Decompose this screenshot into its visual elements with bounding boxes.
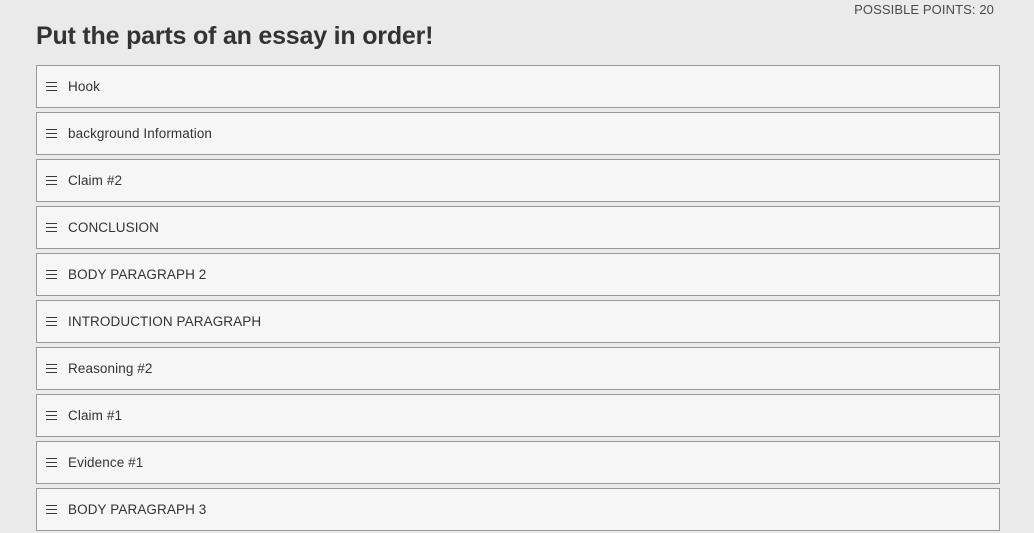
list-item-1[interactable]: Hook xyxy=(36,65,1000,108)
list-item-5[interactable]: BODY PARAGRAPH 2 xyxy=(36,253,1000,296)
list-item-label: Reasoning #2 xyxy=(68,361,153,376)
list-item-4[interactable]: CONCLUSION xyxy=(36,206,1000,249)
drag-handle-icon[interactable] xyxy=(46,362,68,374)
list-item-label: Hook xyxy=(68,79,100,94)
list-item-6[interactable]: INTRODUCTION PARAGRAPH xyxy=(36,300,1000,343)
list-item-9[interactable]: Evidence #1 xyxy=(36,441,1000,484)
drag-handle-icon[interactable] xyxy=(46,456,68,468)
page-title: Put the parts of an essay in order! xyxy=(36,22,434,50)
list-item-label: CONCLUSION xyxy=(68,220,160,235)
list-item-label: Claim #1 xyxy=(68,408,123,423)
drag-handle-icon[interactable] xyxy=(46,409,68,421)
list-item-label: INTRODUCTION PARAGRAPH xyxy=(68,314,262,329)
list-item-10[interactable]: BODY PARAGRAPH 3 xyxy=(36,488,1000,531)
list-item-label: BODY PARAGRAPH 2 xyxy=(68,267,207,282)
list-item-label: BODY PARAGRAPH 3 xyxy=(68,502,207,517)
list-item-label: Evidence #1 xyxy=(68,455,144,470)
drag-handle-icon[interactable] xyxy=(46,503,68,515)
list-item-3[interactable]: Claim #2 xyxy=(36,159,1000,202)
list-item-label: background Information xyxy=(68,126,213,141)
drag-handle-icon[interactable] xyxy=(46,268,68,280)
drag-handle-icon[interactable] xyxy=(46,80,68,92)
list-item-8[interactable]: Claim #1 xyxy=(36,394,1000,437)
drag-handle-icon[interactable] xyxy=(46,315,68,327)
list-item-2[interactable]: background Information xyxy=(36,112,1000,155)
drag-handle-icon[interactable] xyxy=(46,127,68,139)
possible-points-label: POSSIBLE POINTS: 20 xyxy=(854,2,994,17)
sortable-list: Hook background Information Claim #2 CON… xyxy=(36,65,1000,533)
list-item-label: Claim #2 xyxy=(68,173,123,188)
drag-handle-icon[interactable] xyxy=(46,221,68,233)
drag-handle-icon[interactable] xyxy=(46,174,68,186)
list-item-7[interactable]: Reasoning #2 xyxy=(36,347,1000,390)
